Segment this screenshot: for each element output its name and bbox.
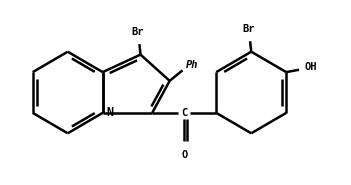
Text: Br: Br	[131, 27, 144, 37]
Text: C: C	[181, 108, 187, 118]
Text: O: O	[181, 150, 187, 160]
Text: OH: OH	[304, 63, 317, 73]
Text: N: N	[106, 106, 113, 119]
Text: Ph: Ph	[186, 60, 198, 70]
Text: Br: Br	[242, 24, 254, 34]
